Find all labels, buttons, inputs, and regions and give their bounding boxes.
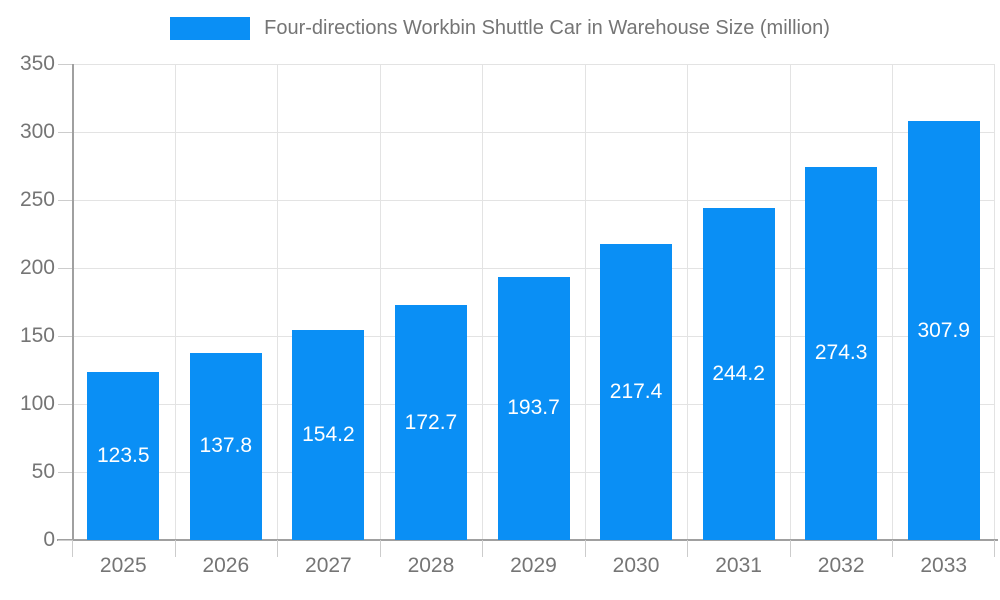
plot-area: 123.5 137.8 154.2 172.7 193.7 217.4 244.2 274.3…	[57, 64, 998, 557]
y-tick-label: 0	[43, 528, 55, 551]
bar-2031[interactable]: 244.2	[702, 207, 775, 540]
x-tick-label: 2027	[305, 554, 352, 577]
y-tick-label: 300	[19, 120, 55, 143]
x-tick-mark	[584, 540, 586, 557]
y-tick-mark	[58, 472, 72, 473]
y-tick-label: 50	[31, 460, 55, 483]
h-gridline	[72, 64, 995, 65]
bar-value-label: 137.8	[199, 434, 253, 458]
legend[interactable]: Four-directions Workbin Shuttle Car in W…	[0, 17, 1000, 40]
x-tick-mark	[994, 540, 995, 557]
bar-2026[interactable]: 137.8	[189, 352, 262, 540]
bar-2030[interactable]: 217.4	[600, 244, 673, 540]
y-tick-mark	[58, 540, 72, 541]
bar-value-label: 244.2	[712, 361, 765, 385]
bar-value-label: 123.5	[96, 444, 150, 468]
y-tick-mark	[58, 64, 72, 65]
h-gridline	[72, 132, 995, 133]
bar-2028[interactable]: 172.7	[394, 305, 467, 540]
x-tick-mark	[687, 540, 689, 557]
y-axis: 0 50 100 150 200 250 300 350	[0, 52, 58, 551]
x-tick-label: 2031	[715, 554, 762, 577]
y-tick-label: 100	[19, 392, 55, 415]
v-gridline	[584, 64, 586, 540]
bar-value-label: 154.2	[302, 423, 355, 447]
v-gridline	[482, 64, 484, 540]
y-axis-line	[72, 64, 74, 540]
y-tick-mark	[58, 336, 72, 337]
h-gridline	[72, 268, 995, 269]
y-tick-label: 200	[19, 256, 55, 279]
v-gridline	[277, 64, 279, 540]
x-tick-label: 2026	[202, 554, 250, 577]
x-tick-mark	[482, 540, 484, 557]
x-axis-line	[57, 539, 998, 541]
v-gridline	[994, 64, 995, 540]
v-gridline	[174, 64, 176, 540]
bar-value-label: 307.9	[917, 318, 970, 342]
x-tick-mark	[892, 540, 894, 557]
bar-value-label: 193.7	[507, 396, 560, 420]
bar-2025[interactable]: 123.5	[87, 372, 160, 540]
y-tick-mark	[58, 200, 72, 201]
bar-2027[interactable]: 154.2	[292, 330, 365, 540]
x-tick-label: 2025	[99, 554, 147, 577]
v-gridline	[892, 64, 894, 540]
y-tick-mark	[58, 268, 72, 269]
v-gridline	[379, 64, 381, 540]
y-tick-label: 250	[19, 188, 55, 211]
x-tick-mark	[277, 540, 279, 557]
x-tick-label: 2029	[510, 554, 557, 577]
x-axis: 2025 2026 2027 2028 2029 2030 2031 2032 2033	[72, 552, 995, 586]
y-tick-label: 150	[19, 324, 55, 347]
y-tick-label: 350	[19, 52, 55, 75]
bar-2032[interactable]: 274.3	[805, 166, 878, 540]
legend-swatch	[170, 17, 251, 40]
y-tick-mark	[58, 132, 72, 133]
v-gridline	[687, 64, 689, 540]
x-tick-mark	[379, 540, 381, 557]
x-tick-label: 2033	[920, 554, 968, 577]
x-tick-label: 2028	[407, 554, 455, 577]
v-gridline	[789, 64, 791, 540]
y-tick-mark	[58, 404, 72, 405]
x-tick-mark	[174, 540, 176, 557]
x-tick-label: 2032	[817, 554, 865, 577]
x-tick-label: 2030	[612, 554, 660, 577]
bar-2033[interactable]: 307.9	[907, 121, 980, 540]
legend-label: Four-directions Workbin Shuttle Car in W…	[264, 17, 830, 39]
bar-value-label: 172.7	[404, 410, 458, 434]
x-tick-mark	[789, 540, 791, 557]
h-gridline	[72, 200, 995, 201]
x-tick-mark	[72, 540, 73, 557]
bar-2029[interactable]: 193.7	[497, 276, 570, 540]
bar-value-label: 217.4	[609, 380, 663, 404]
bar-value-label: 274.3	[814, 341, 868, 365]
